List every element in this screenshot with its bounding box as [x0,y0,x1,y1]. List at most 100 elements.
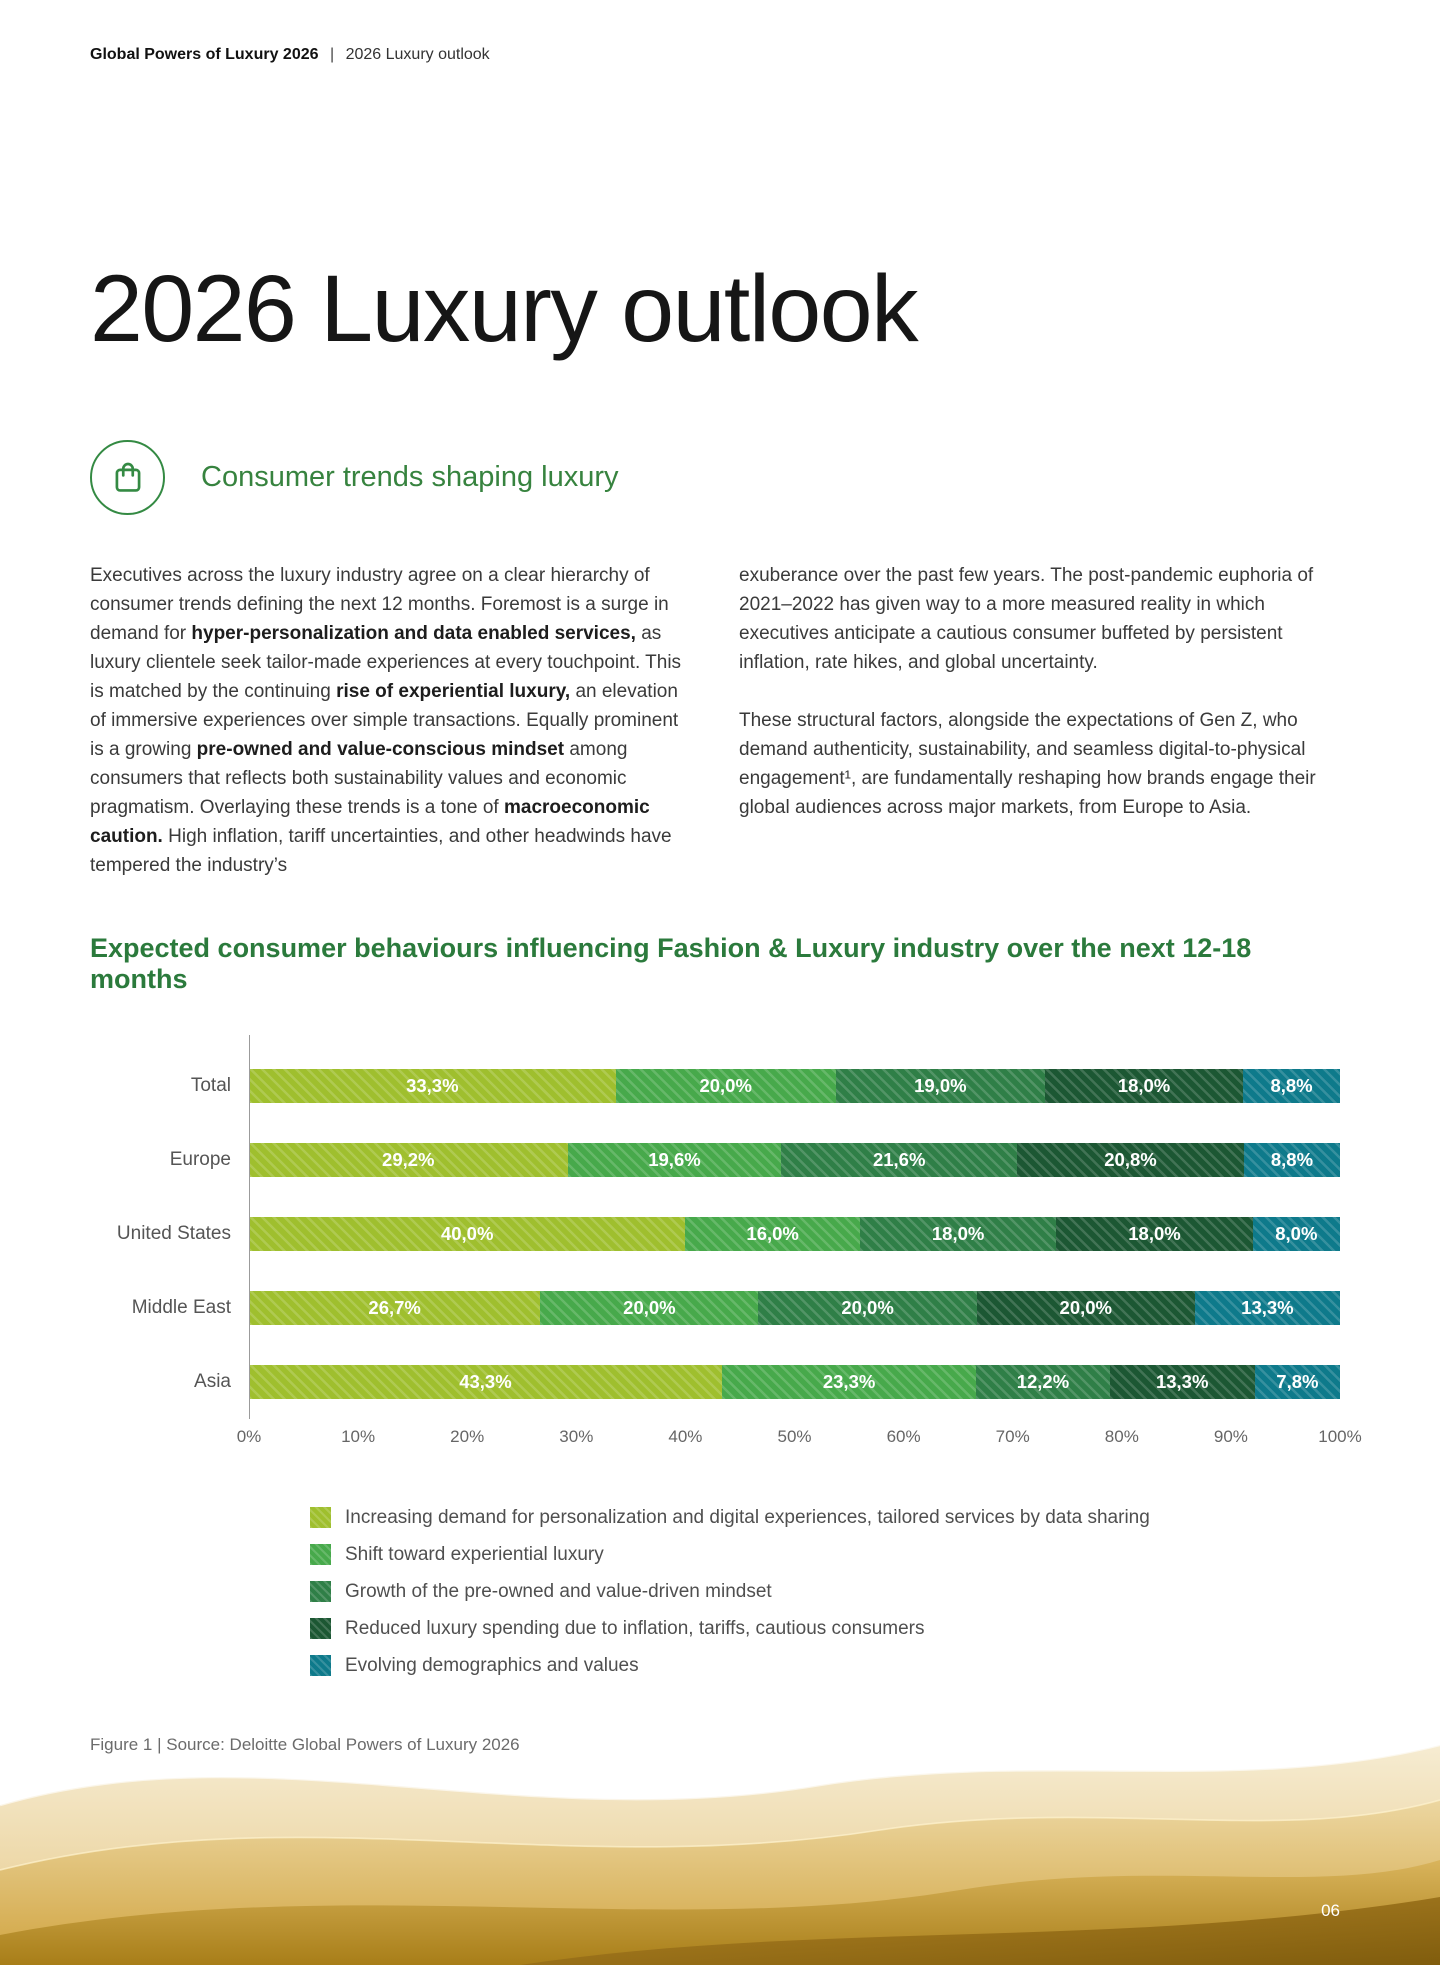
chart-row: United States 40,0% 16,0% 18,0% 18,0% 8,0% [90,1197,1340,1271]
bar-segment: 40,0% [249,1216,686,1251]
bar-track: 43,3% 23,3% 12,2% 13,3% 7,8% [249,1345,1340,1419]
legend-label: Shift toward experiential luxury [345,1543,604,1565]
legend-item: Reduced luxury spending due to inflation… [310,1618,1340,1640]
y-axis-line [249,1034,250,1419]
bar-value-label: 8,8% [1270,1148,1314,1170]
bar-segment: 16,0% [685,1216,860,1251]
x-tick-label: 30% [559,1426,594,1446]
bar-segment: 18,0% [1044,1068,1244,1103]
section-header: Consumer trends shaping luxury [90,439,1340,515]
bar-segment: 12,2% [976,1364,1110,1399]
bold-text: macroeconomic caution. [90,796,650,847]
bar-value-label: 16,0% [746,1222,799,1244]
bar-value-label: 26,7% [368,1296,421,1318]
legend-item: Shift toward experiential luxury [310,1544,1340,1566]
chart-row: Total 33,3% 20,0% 19,0% 18,0% 8,8% [90,1049,1340,1123]
bar-value-label: 18,0% [931,1222,985,1244]
bar-track: 29,2% 19,6% 21,6% 20,8% 8,8% [249,1123,1340,1197]
legend-label: Reduced luxury spending due to inflation… [345,1617,925,1639]
page-header: Global Powers of Luxury 2026 | 2026 Luxu… [90,0,1340,64]
bar-segment: 8,8% [1243,1068,1340,1103]
category-label: Asia [194,1370,231,1392]
page-number: 06 [1321,1901,1340,1920]
shopping-bag-icon [90,439,165,515]
bar-value-label: 18,0% [1128,1222,1181,1244]
category-label: United States [116,1222,231,1244]
bar-value-label: 20,0% [1059,1296,1112,1318]
header-chapter: 2026 Luxury outlook [345,46,490,63]
text: These structural factors, alongside the … [739,709,1316,818]
bar-segment: 29,2% [249,1142,568,1177]
bar-segment: 7,8% [1254,1364,1340,1399]
bar-value-label: 43,3% [459,1370,512,1392]
body-paragraph: These structural factors, alongside the … [739,706,1340,822]
chart-title: Expected consumer behaviours influencing… [90,932,1252,994]
legend-swatch [310,1655,331,1677]
x-tick-label: 90% [1213,1426,1248,1446]
x-tick-label: 40% [668,1426,703,1446]
header-separator: | [329,46,335,63]
bar-value-label: 18,0% [1117,1074,1171,1096]
bar-segment: 43,3% [249,1364,722,1399]
bar-value-label: 33,3% [406,1074,459,1096]
category-label: Europe [169,1148,231,1170]
legend-swatch [310,1581,331,1603]
section-heading: Consumer trends shaping luxury [201,460,619,493]
x-tick-label: 100% [1318,1426,1362,1446]
bar-track: 33,3% 20,0% 19,0% 18,0% 8,8% [249,1049,1340,1123]
legend-swatch [310,1544,331,1566]
stacked-bar-chart: Total 33,3% 20,0% 19,0% 18,0% 8,8% Europe 29,2%… [90,1034,1362,1453]
bar-value-label: 21,6% [872,1148,926,1170]
legend-swatch [310,1618,331,1640]
bar-segment: 19,6% [567,1142,782,1177]
bar-segment: 20,0% [615,1068,836,1103]
bar-value-label: 29,2% [382,1148,435,1170]
body-column-left: Executives across the luxury industry ag… [90,561,691,909]
legend-swatch [310,1507,331,1529]
bar-value-label: 20,0% [699,1074,752,1096]
bar-segment: 19,0% [835,1068,1045,1103]
header-book-title: Global Powers of Luxury 2026 [90,46,319,63]
bold-text: hyper-personalization and data enabled s… [191,622,636,644]
bar-value-label: 40,0% [440,1222,494,1244]
x-tick-label: 20% [450,1426,485,1446]
chart-row: Europe 29,2% 19,6% 21,6% 20,8% 8,8% [90,1123,1340,1197]
chart-plot-area: Total 33,3% 20,0% 19,0% 18,0% 8,8% Europe 29,2%… [90,1034,1340,1419]
bar-segment: 13,3% [1109,1364,1255,1399]
legend-label: Evolving demographics and values [345,1654,639,1676]
bar-value-label: 19,6% [648,1148,701,1170]
bar-value-label: 20,0% [841,1296,894,1318]
page-content: Global Powers of Luxury 2026 | 2026 Luxu… [90,0,1362,1754]
bold-text: rise of experiential luxury, [336,680,571,702]
x-tick-label: 60% [886,1426,921,1446]
bar-segment: 20,0% [540,1290,759,1325]
bar-track: 40,0% 16,0% 18,0% 18,0% 8,0% [249,1197,1340,1271]
bar-value-label: 19,0% [914,1074,967,1096]
text: exuberance over the past few years. The … [739,564,1314,673]
body-column-right: exuberance over the past few years. The … [739,561,1340,909]
x-tick-label: 50% [777,1426,812,1446]
text: Executives across the luxury industry ag… [90,564,669,644]
x-tick-label: 80% [1104,1426,1139,1446]
body-paragraph: exuberance over the past few years. The … [739,561,1340,677]
gold-wave-decoration [0,1635,1440,1965]
text: among consumers that reflects both susta… [90,738,628,818]
chart-row: Asia 43,3% 23,3% 12,2% 13,3% 7,8% [90,1345,1340,1419]
body-paragraph: Executives across the luxury industry ag… [90,561,691,880]
bar-segment: 21,6% [781,1142,1018,1177]
bar-segment: 20,0% [758,1290,977,1325]
bar-segment: 20,8% [1017,1142,1244,1177]
bar-segment: 18,0% [859,1216,1057,1251]
bar-segment: 23,3% [721,1364,977,1399]
legend-label: Increasing demand for personalization an… [345,1506,1150,1528]
legend-item: Evolving demographics and values [310,1655,1340,1677]
bar-value-label: 20,8% [1104,1148,1157,1170]
bar-value-label: 23,3% [822,1370,876,1392]
legend-item: Increasing demand for personalization an… [310,1507,1340,1529]
bar-value-label: 8,0% [1275,1222,1318,1244]
bar-track: 26,7% 20,0% 20,0% 20,0% 13,3% [249,1271,1340,1345]
bar-value-label: 8,8% [1270,1074,1313,1096]
bold-text: pre-owned and value-conscious mindset [196,738,565,760]
text: High inflation, tariff uncertainties, an… [90,825,672,876]
